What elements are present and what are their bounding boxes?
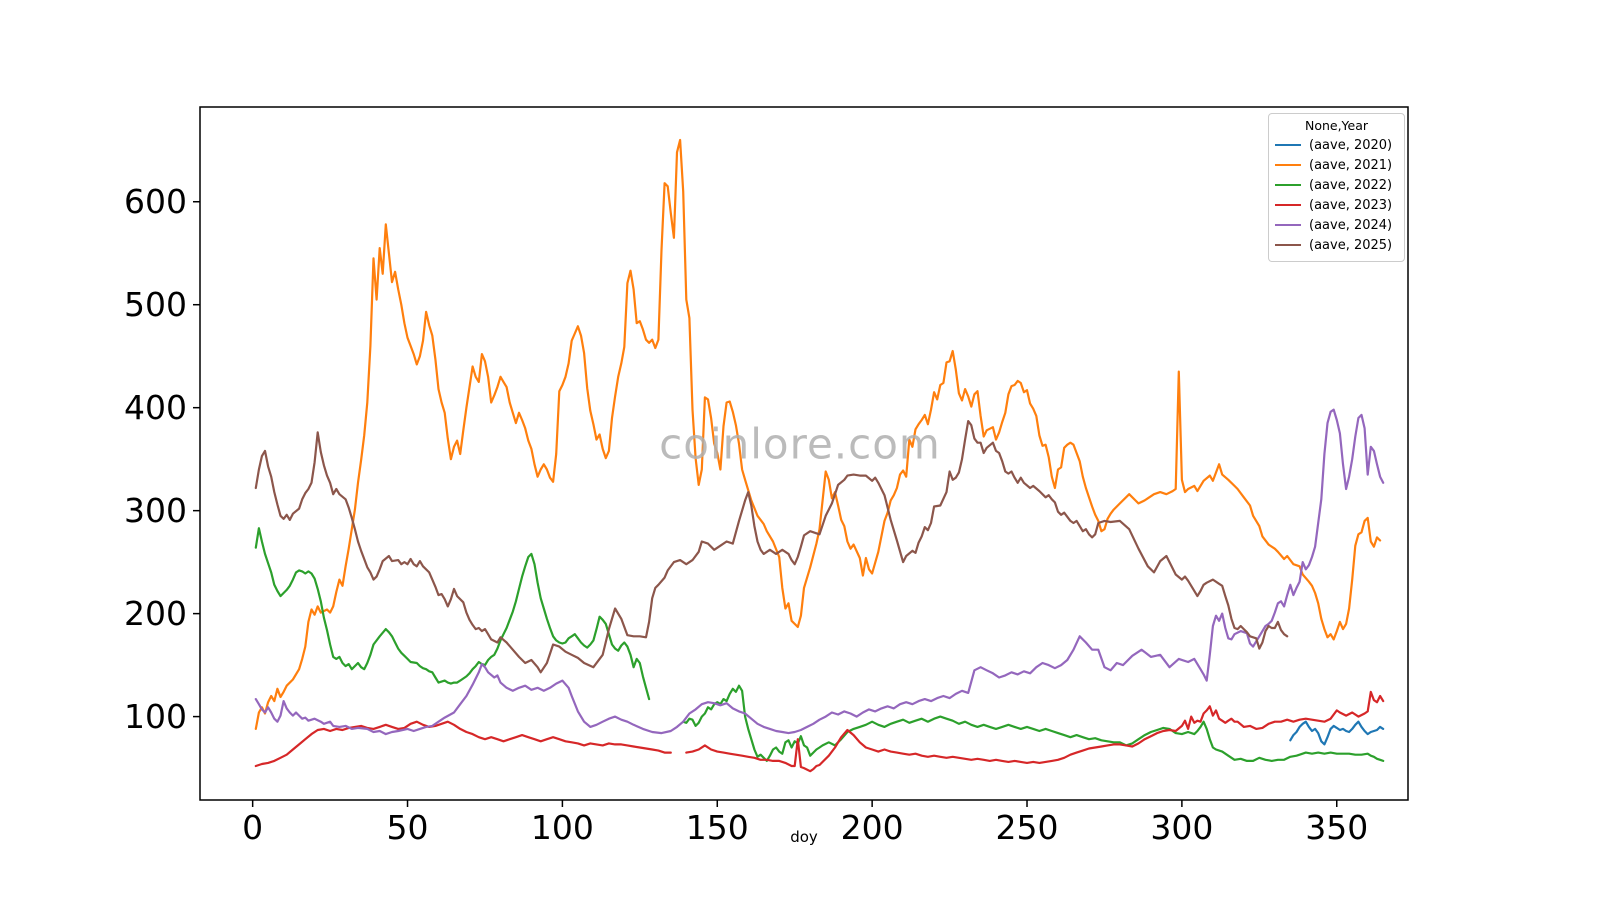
legend-line-swatch	[1275, 204, 1301, 206]
y-tick-label: 200	[124, 594, 187, 633]
x-tick-label: 250	[996, 808, 1059, 847]
watermark: coinlore.com	[659, 419, 941, 469]
legend-label: (aave, 2024)	[1309, 217, 1393, 233]
legend-line-swatch	[1275, 224, 1301, 226]
legend-items: (aave, 2020) (aave, 2021) (aave, 2022) (aav…	[1275, 135, 1398, 255]
y-tick-label: 400	[124, 388, 187, 427]
legend-label: (aave, 2022)	[1309, 177, 1393, 193]
series-line-aave-2025	[254, 420, 1289, 674]
series-line-aave-2020	[1289, 720, 1385, 746]
legend-label: (aave, 2020)	[1309, 137, 1393, 153]
legend-title: None,Year	[1304, 118, 1369, 133]
legend-item: (aave, 2020)	[1275, 135, 1398, 155]
x-tick-label: 100	[531, 808, 594, 847]
legend-item: (aave, 2022)	[1275, 175, 1398, 195]
legend-label: (aave, 2025)	[1309, 237, 1393, 253]
x-axis-label: doy	[790, 828, 818, 846]
legend-line-swatch	[1275, 144, 1301, 146]
x-tick-label: 200	[841, 808, 904, 847]
x-tick-label: 150	[686, 808, 749, 847]
series-line-aave-2021	[254, 138, 1382, 730]
x-tick-label: 350	[1305, 808, 1368, 847]
legend-label: (aave, 2023)	[1309, 197, 1393, 213]
axes-spines	[199, 106, 1409, 801]
legend-item: (aave, 2024)	[1275, 215, 1398, 235]
legend-item: (aave, 2025)	[1275, 235, 1398, 255]
series-line-aave-2024	[254, 408, 1385, 736]
legend-line-swatch	[1275, 164, 1301, 166]
y-tick-label: 500	[124, 285, 187, 324]
legend-line-swatch	[1275, 184, 1301, 186]
x-tick-label: 0	[242, 808, 263, 847]
series-line-aave-2022	[254, 527, 1385, 762]
legend-label: (aave, 2021)	[1309, 157, 1393, 173]
x-tick-label: 50	[387, 808, 429, 847]
y-tick-label: 600	[124, 182, 187, 221]
y-tick-label: 300	[124, 491, 187, 530]
legend-item: (aave, 2021)	[1275, 155, 1398, 175]
y-tick-label: 100	[124, 697, 187, 736]
series-line-aave-2023	[254, 690, 1385, 773]
legend: None,Year (aave, 2020) (aave, 2021) (aave,…	[1268, 113, 1405, 262]
legend-item: (aave, 2023)	[1275, 195, 1398, 215]
x-tick-label: 300	[1150, 808, 1213, 847]
legend-line-swatch	[1275, 244, 1301, 246]
